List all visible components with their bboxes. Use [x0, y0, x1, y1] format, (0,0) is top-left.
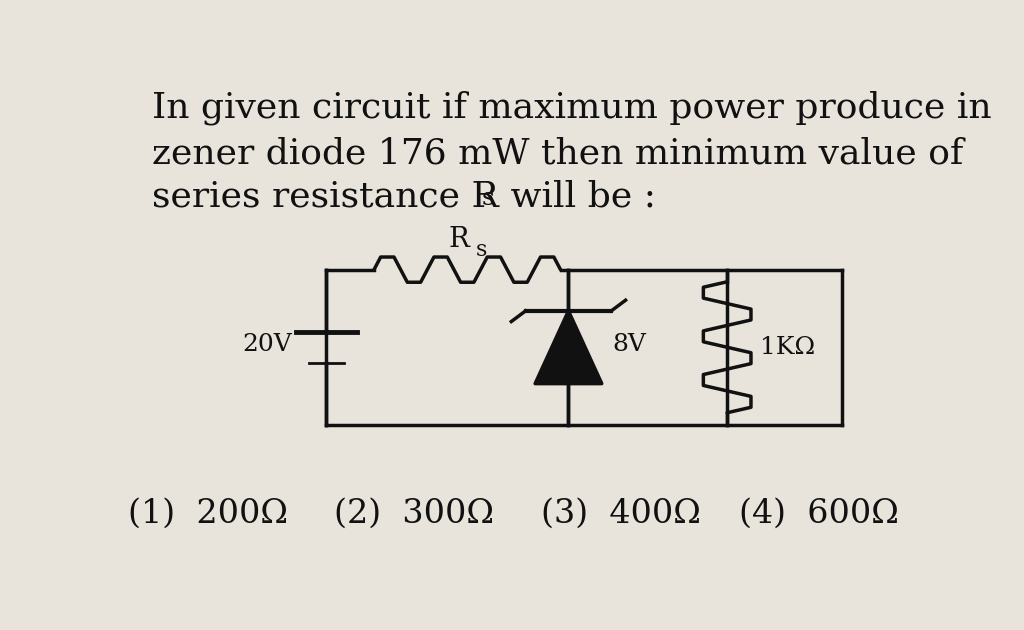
Text: zener diode 176 mW then minimum value of: zener diode 176 mW then minimum value of	[152, 136, 964, 170]
Text: (3)  400Ω: (3) 400Ω	[541, 498, 700, 530]
Text: s: s	[476, 239, 487, 261]
Text: 8V: 8V	[612, 333, 646, 357]
Text: (2)  300Ω: (2) 300Ω	[334, 498, 495, 530]
Text: R: R	[449, 226, 470, 253]
Text: will be :: will be :	[500, 180, 656, 214]
Text: s: s	[481, 187, 494, 210]
Text: series resistance R: series resistance R	[152, 180, 499, 214]
Text: 1KΩ: 1KΩ	[761, 336, 816, 358]
Text: 20V: 20V	[242, 333, 292, 357]
Text: In given circuit if maximum power produce in: In given circuit if maximum power produc…	[152, 90, 991, 125]
Text: (1)  200Ω: (1) 200Ω	[128, 498, 288, 530]
Text: (4)  600Ω: (4) 600Ω	[739, 498, 899, 530]
Polygon shape	[536, 311, 602, 384]
